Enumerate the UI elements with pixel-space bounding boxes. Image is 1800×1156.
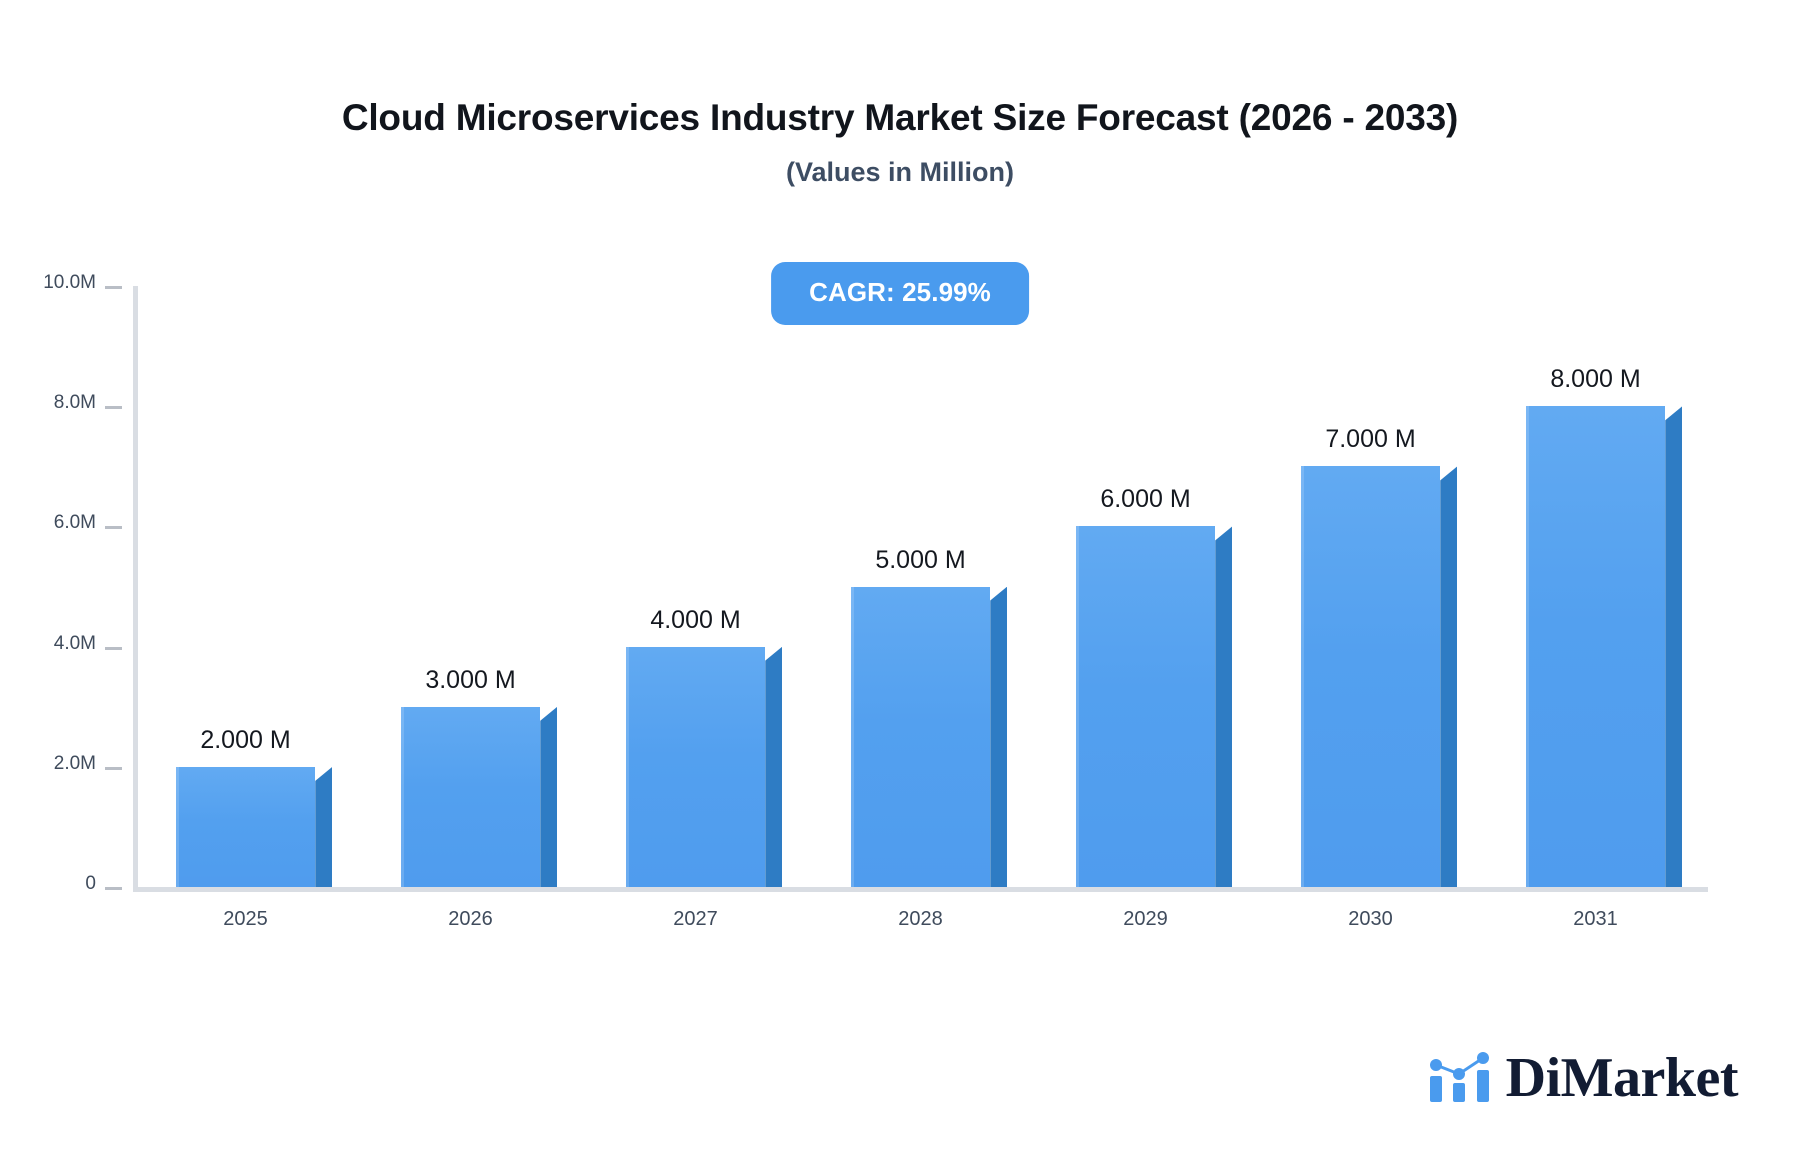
bar-body <box>175 766 333 887</box>
bar-value-label: 4.000 M <box>650 605 741 634</box>
bar-value-label: 7.000 M <box>1325 425 1416 454</box>
bar-front-face <box>1075 526 1216 887</box>
x-axis-label: 2027 <box>673 908 718 930</box>
bar-left-highlight <box>1525 406 1529 887</box>
bar-side-face <box>540 706 558 887</box>
dimarket-logo: DiMarket <box>1428 1047 1739 1109</box>
bar: 5.000 M <box>850 546 1008 887</box>
y-axis-tick-dash <box>105 406 122 410</box>
bar-side-face <box>1215 526 1233 887</box>
y-axis-tick: 10.0M <box>0 272 128 293</box>
logo-text: DiMarket <box>1505 1047 1739 1109</box>
bar: 2.000 M <box>175 726 333 887</box>
bar: 3.000 M <box>400 666 558 887</box>
bar-front-face <box>1525 406 1666 887</box>
y-axis-tick: 6.0M <box>0 512 128 533</box>
x-axis-line <box>133 887 1708 892</box>
bar-value-label: 3.000 M <box>425 665 516 694</box>
bar-body <box>1300 466 1458 887</box>
bar-body <box>1525 406 1683 887</box>
bar-front-face <box>850 586 991 887</box>
y-axis-tick-label: 6.0M <box>53 512 96 534</box>
bar-front-face <box>400 706 541 887</box>
x-axis-label: 2025 <box>223 908 268 930</box>
y-axis-tick: 4.0M <box>0 633 128 654</box>
bar-side-face <box>990 586 1008 887</box>
bar-side-face <box>1440 466 1458 887</box>
page-title: Cloud Microservices Industry Market Size… <box>341 97 1459 138</box>
bar-side-face <box>315 766 333 887</box>
y-axis-tick-dash <box>105 766 122 770</box>
bar-body <box>1075 526 1233 887</box>
bar: 8.000 M <box>1525 365 1683 887</box>
x-axis-label: 2031 <box>1573 908 1618 930</box>
bar-value-label: 5.000 M <box>875 545 966 574</box>
y-axis-tick-dash <box>105 526 122 530</box>
bar-left-highlight <box>625 646 629 887</box>
y-axis-tick-dash <box>105 646 122 650</box>
bar: 6.000 M <box>1075 485 1233 887</box>
y-axis-tick-label: 4.0M <box>53 632 96 654</box>
bar-left-highlight <box>850 586 854 887</box>
y-axis-tick: 2.0M <box>0 753 128 774</box>
bar-series: 2.000 M 3.000 M 4.000 M 5.000 M 6.000 M 7.000… <box>133 286 1708 887</box>
y-axis-tick-dash <box>105 887 122 890</box>
bar-body <box>625 646 783 887</box>
chart-subtitle: (Values in Million) <box>785 156 1015 187</box>
cagr-badge: CAGR: 25.99% <box>771 262 1029 325</box>
x-axis-label: 2030 <box>1348 908 1393 930</box>
bar-left-highlight <box>1300 466 1304 887</box>
bar-front-face <box>175 766 316 887</box>
bar-value-label: 8.000 M <box>1550 365 1641 394</box>
y-axis-tick-dash <box>105 286 122 289</box>
bar: 7.000 M <box>1300 425 1458 887</box>
y-axis-line <box>133 286 138 892</box>
y-axis-tick: 0 <box>0 873 128 894</box>
bar-left-highlight <box>175 766 179 887</box>
y-axis-tick-label: 0 <box>85 873 96 894</box>
x-axis-label: 2029 <box>1123 908 1168 930</box>
bar-front-face <box>1300 466 1441 887</box>
bar-chart-dots-icon <box>1429 1052 1489 1102</box>
title-block: Cloud Microservices Industry Market Size… <box>0 96 1800 188</box>
y-axis-tick: 8.0M <box>0 392 128 413</box>
bar-front-face <box>625 646 766 887</box>
bar-value-label: 6.000 M <box>1100 485 1191 514</box>
bar: 4.000 M <box>625 606 783 887</box>
x-axis-label: 2026 <box>448 908 493 930</box>
x-axis-label: 2028 <box>898 908 943 930</box>
y-axis-tick-label: 10.0M <box>43 272 96 293</box>
bar-side-face <box>765 646 783 887</box>
y-axis-tick-label: 8.0M <box>53 392 96 414</box>
bar-body <box>850 586 1008 887</box>
bar-left-highlight <box>1075 526 1079 887</box>
bar-left-highlight <box>400 706 404 887</box>
y-axis-tick-label: 2.0M <box>53 752 96 774</box>
bar-value-label: 2.000 M <box>200 725 291 754</box>
bar-body <box>400 706 558 887</box>
bar-side-face <box>1665 406 1683 887</box>
